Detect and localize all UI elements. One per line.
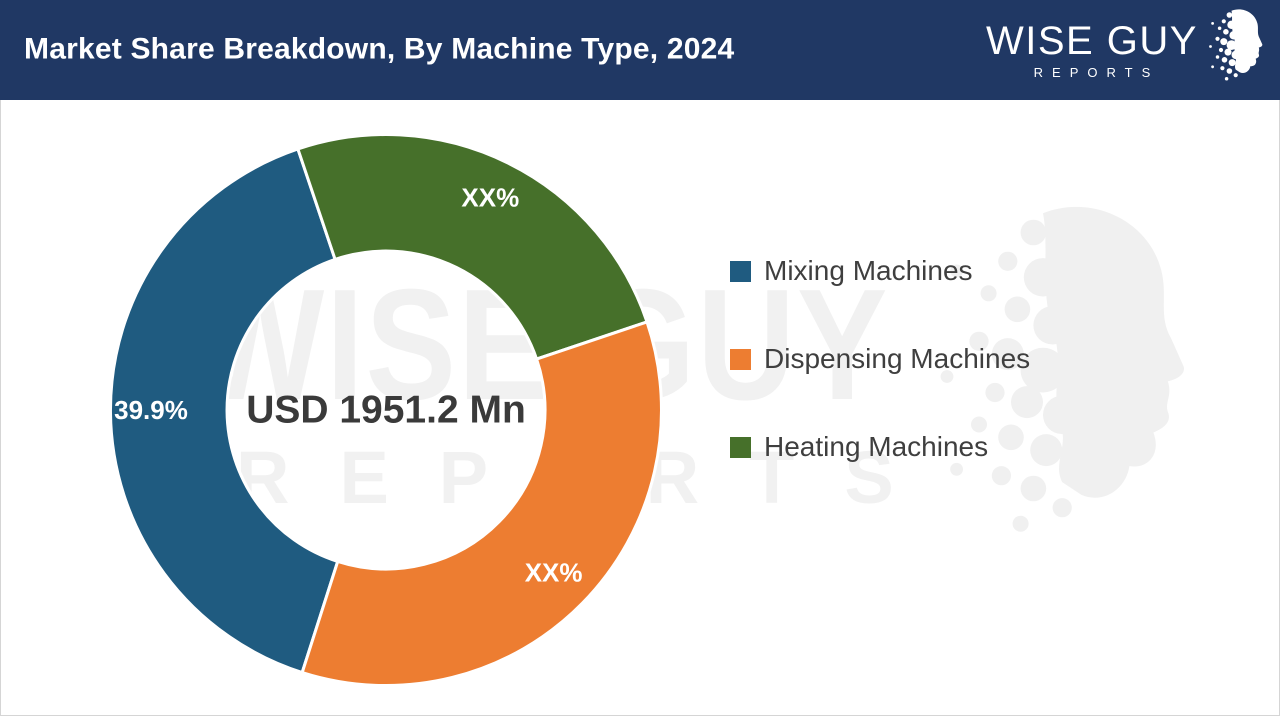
segment-label-dispensing-machines: XX% xyxy=(525,558,583,588)
brand-name-text: WISE GUY xyxy=(985,18,1198,63)
legend-item-heating-machines: Heating Machines xyxy=(730,431,989,462)
brand-logo: WISE GUY REPORTS xyxy=(986,8,1264,92)
page-title: Market Share Breakdown, By Machine Type,… xyxy=(24,32,735,66)
segment-label-mixing-machines: 39.9% xyxy=(114,395,188,425)
legend-swatch-heating xyxy=(730,436,751,458)
content-area: WISE GUY REPORTS 39.9%XX%XX% USD 1951.2 … xyxy=(0,100,1280,716)
legend-swatch-mixing xyxy=(730,260,751,282)
legend-label-dispensing: Dispensing Machines xyxy=(764,343,1031,374)
legend-item-dispensing-machines: Dispensing Machines xyxy=(730,343,1031,374)
brand-wordmark: WISE GUY REPORTS xyxy=(986,21,1198,80)
segment-label-heating-machines: XX% xyxy=(461,182,519,212)
center-value-label: USD 1951.2 Mn xyxy=(246,388,526,431)
legend-label-mixing: Mixing Machines xyxy=(764,255,973,286)
donut-segment-heating-machines xyxy=(296,133,649,361)
header-bar: Market Share Breakdown, By Machine Type,… xyxy=(0,0,1280,100)
legend-swatch-dispensing xyxy=(730,348,751,370)
donut-segment-dispensing-machines xyxy=(300,320,663,688)
head-dots-icon xyxy=(1192,8,1264,92)
brand-sub-text: REPORTS xyxy=(1033,64,1160,80)
legend-label-heating: Heating Machines xyxy=(764,431,989,462)
legend-item-mixing-machines: Mixing Machines xyxy=(730,255,973,286)
donut-chart: 39.9% XX% XX% USD 1951.2 Mn xyxy=(108,133,663,688)
donut-segment-mixing-machines xyxy=(108,147,340,674)
